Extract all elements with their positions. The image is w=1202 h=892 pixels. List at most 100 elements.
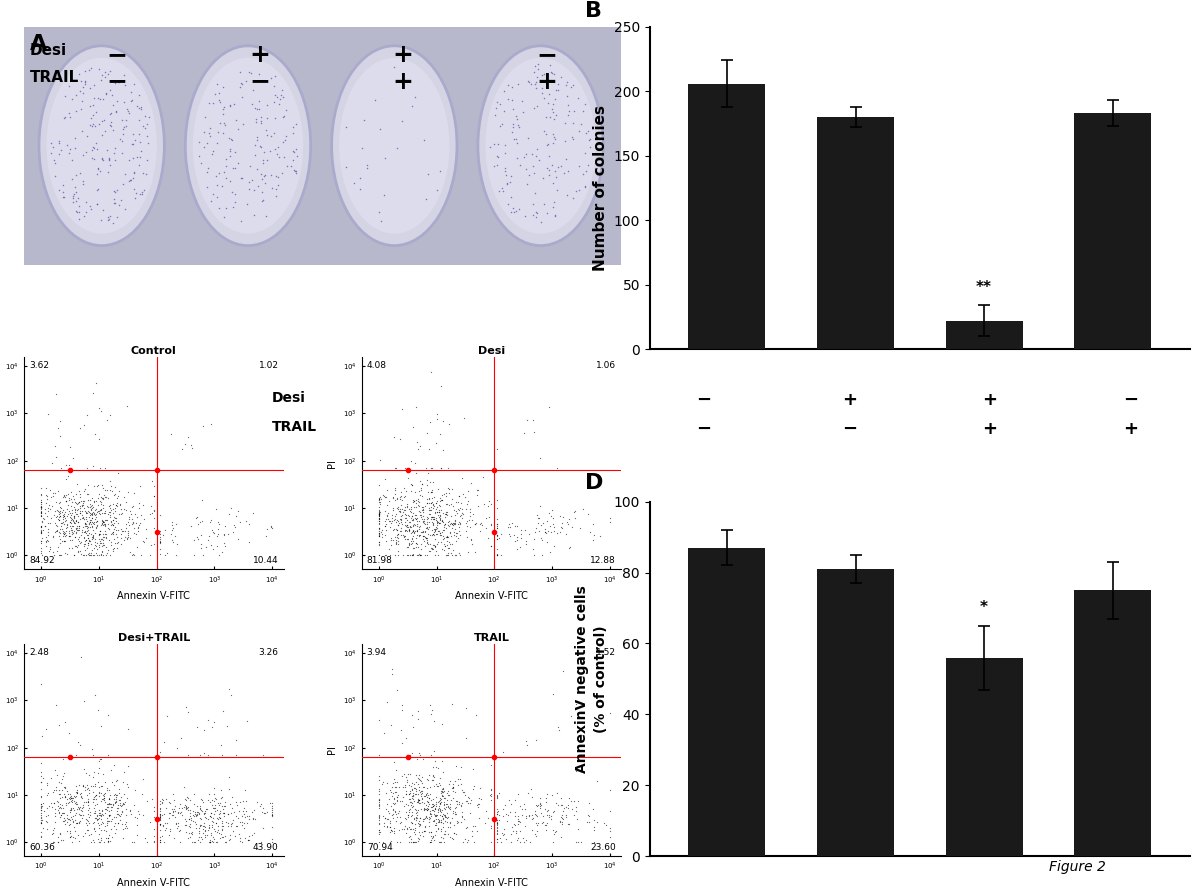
Point bbox=[113, 121, 132, 136]
Point bbox=[96, 530, 115, 544]
Point bbox=[540, 87, 559, 101]
Point bbox=[81, 118, 100, 132]
Point bbox=[102, 822, 121, 836]
Point bbox=[452, 809, 471, 823]
Point bbox=[83, 108, 102, 122]
Point bbox=[442, 780, 462, 795]
Point bbox=[528, 799, 547, 814]
Point bbox=[46, 439, 65, 453]
Point bbox=[528, 142, 547, 156]
Point bbox=[71, 421, 90, 435]
Point bbox=[94, 481, 113, 495]
Point bbox=[434, 789, 453, 803]
Point bbox=[130, 101, 149, 115]
Point bbox=[106, 795, 125, 809]
Point bbox=[78, 487, 97, 501]
Point bbox=[43, 785, 63, 799]
Point bbox=[91, 503, 111, 517]
Point bbox=[67, 521, 87, 535]
Point bbox=[388, 775, 407, 789]
Point bbox=[428, 779, 447, 793]
Point bbox=[386, 537, 405, 551]
Point bbox=[369, 204, 388, 219]
Point bbox=[55, 787, 75, 801]
Point bbox=[209, 166, 228, 180]
Point bbox=[421, 807, 440, 822]
Point bbox=[124, 547, 143, 561]
Point bbox=[535, 90, 554, 104]
Point bbox=[531, 518, 551, 533]
Point bbox=[70, 501, 89, 516]
Point bbox=[136, 830, 155, 845]
Point bbox=[91, 817, 111, 831]
Point bbox=[436, 507, 456, 521]
Point bbox=[103, 527, 123, 541]
Point bbox=[441, 525, 460, 540]
Point bbox=[543, 516, 563, 531]
Point bbox=[382, 808, 401, 822]
Point bbox=[417, 803, 436, 817]
Point bbox=[463, 537, 482, 551]
Point bbox=[571, 521, 590, 535]
Point bbox=[435, 809, 454, 823]
Point bbox=[81, 513, 100, 527]
Point bbox=[37, 788, 56, 802]
Point bbox=[417, 520, 436, 534]
Point bbox=[526, 815, 546, 830]
Point bbox=[58, 468, 77, 483]
Point bbox=[439, 417, 458, 431]
Point bbox=[95, 775, 114, 789]
Point bbox=[202, 826, 221, 840]
Point bbox=[127, 540, 147, 554]
Point bbox=[558, 515, 577, 529]
Point bbox=[445, 517, 464, 532]
Point bbox=[576, 145, 595, 160]
Point bbox=[150, 524, 169, 538]
Point bbox=[411, 483, 430, 497]
Point bbox=[138, 136, 157, 150]
Point bbox=[394, 799, 413, 814]
Point bbox=[227, 733, 246, 747]
Point bbox=[422, 797, 441, 811]
Point bbox=[87, 514, 106, 528]
Point bbox=[569, 159, 588, 173]
Point bbox=[501, 169, 520, 183]
Point bbox=[52, 518, 71, 533]
Point bbox=[117, 503, 136, 517]
Point bbox=[537, 206, 557, 220]
Point bbox=[165, 529, 184, 543]
Point bbox=[84, 785, 103, 799]
Point bbox=[438, 827, 457, 841]
Point bbox=[120, 173, 139, 187]
Point bbox=[93, 114, 112, 128]
Point bbox=[44, 508, 64, 522]
Point bbox=[77, 460, 96, 475]
Point bbox=[67, 805, 87, 820]
Point bbox=[262, 800, 281, 814]
Point bbox=[526, 823, 546, 838]
Point bbox=[226, 161, 245, 176]
Point bbox=[111, 532, 130, 546]
Point bbox=[506, 204, 525, 219]
Point bbox=[209, 93, 228, 107]
Point bbox=[35, 501, 54, 516]
Point bbox=[106, 511, 125, 525]
Point bbox=[124, 516, 143, 530]
Point bbox=[488, 95, 507, 109]
Point bbox=[426, 507, 445, 521]
Point bbox=[547, 170, 566, 185]
Text: 1.06: 1.06 bbox=[596, 361, 617, 370]
Point bbox=[219, 131, 238, 145]
Point bbox=[113, 804, 132, 818]
Point bbox=[103, 98, 123, 112]
Point bbox=[115, 202, 135, 216]
Point bbox=[401, 807, 421, 822]
Point bbox=[150, 535, 169, 549]
Point bbox=[73, 496, 93, 510]
Point bbox=[46, 509, 65, 524]
Point bbox=[35, 506, 54, 520]
Point bbox=[37, 801, 56, 815]
Point bbox=[427, 527, 446, 541]
Point bbox=[50, 807, 70, 822]
Point bbox=[403, 816, 422, 830]
